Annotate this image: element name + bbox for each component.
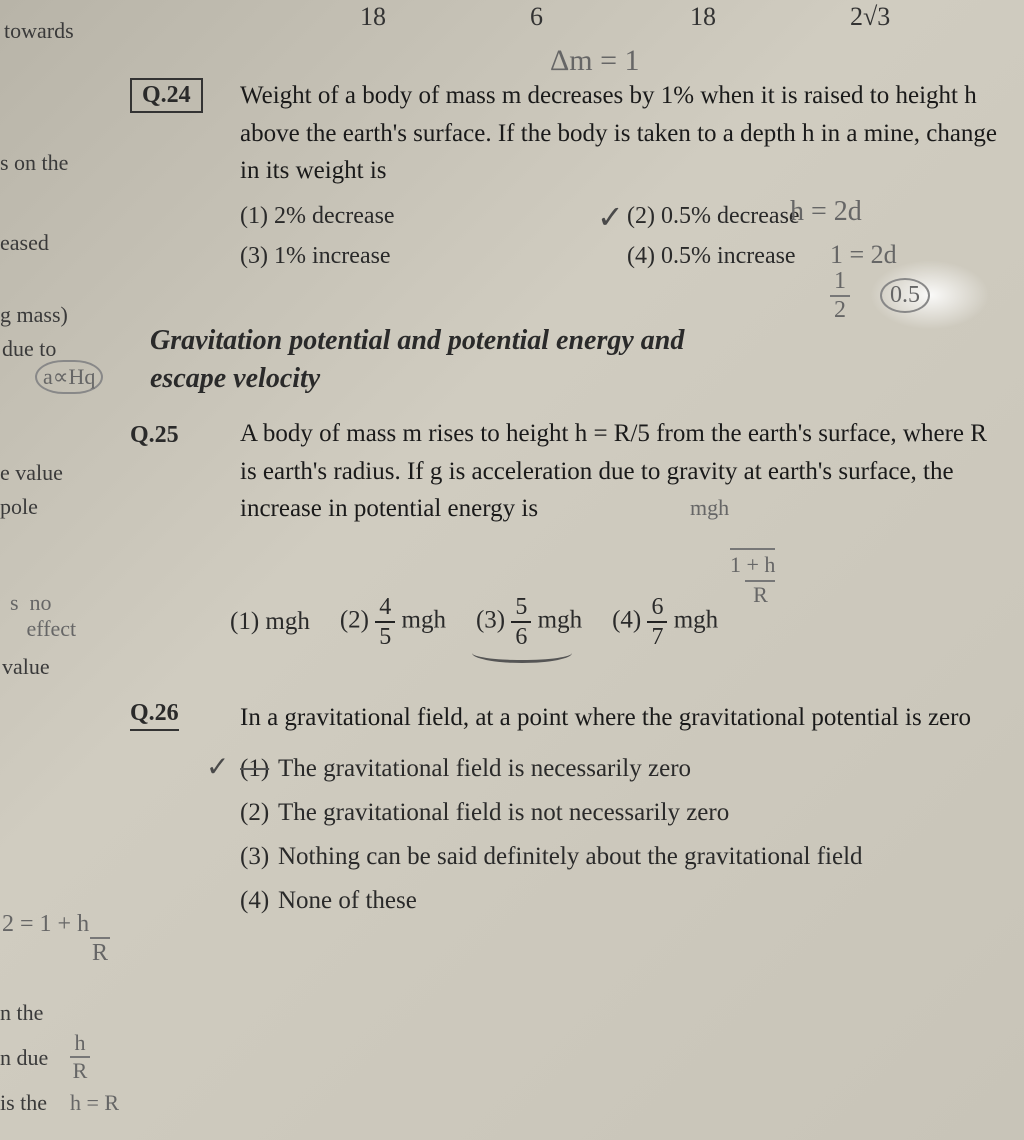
opt3-num: (3) <box>240 837 269 877</box>
opt2-suffix: mgh <box>402 607 446 634</box>
option-2-text: (2) 0.5% decrease <box>627 203 800 229</box>
question-26-options: ✓ (1) The gravitational field is necessa… <box>240 749 1004 921</box>
half-den: 2 <box>830 297 850 324</box>
top-value: 6 <box>530 2 543 32</box>
margin-text: is the <box>0 1090 47 1116</box>
option-4: (4) 6 7 mgh <box>612 595 718 649</box>
circled-axhq: a∝Hq <box>35 360 103 394</box>
question-number: Q.25 <box>130 422 179 449</box>
check-icon: ✓ <box>597 190 624 244</box>
handwriting-delta-m: Δm = 1 <box>550 44 640 78</box>
option-3: (3) Nothing can be said definitely about… <box>240 837 1004 877</box>
opt3-num: 5 <box>511 595 531 623</box>
underline-mark <box>472 653 572 663</box>
handwriting-half: 1 2 <box>830 268 850 324</box>
question-text: Weight of a body of mass m decreases by … <box>240 77 1014 190</box>
margin-text: e value <box>0 460 63 486</box>
two-eq-den: R <box>90 937 110 968</box>
option-1: (1) mgh <box>230 608 310 636</box>
margin-text: towards <box>4 18 74 44</box>
question-text: In a gravitational field, at a point whe… <box>240 699 1004 737</box>
handwriting-mgh: mgh <box>690 495 729 521</box>
top-value: 18 <box>360 2 386 32</box>
handwriting-eq1: 1 = 2d <box>830 240 897 270</box>
handwriting-two-eq: 2 = 1 + h R <box>2 910 110 968</box>
opt2-den: 5 <box>375 623 395 649</box>
option-2: (2) The gravitational field is not neces… <box>240 793 1004 833</box>
opt4-fraction: 6 7 <box>647 595 667 649</box>
question-26: Q.26 In a gravitational field, at a poin… <box>130 700 1004 925</box>
opt2-prefix: (2) <box>340 607 369 634</box>
opt2-num: (2) <box>240 793 269 833</box>
opt1-text: The gravitational field is necessarily z… <box>278 755 691 782</box>
handwriting-no-effect: s no effect <box>10 590 76 643</box>
opt2-fraction: 4 5 <box>375 595 395 649</box>
option-4: (4) 0.5% increase <box>627 236 1014 277</box>
margin-text: due to <box>2 336 56 362</box>
opt4-num: 6 <box>647 595 667 623</box>
section-title-line2: escape velocity <box>150 360 1014 398</box>
option-3: (3) 1% increase <box>240 236 627 277</box>
opt3-fraction: 5 6 <box>511 595 531 649</box>
opt4-suffix: mgh <box>674 607 718 634</box>
handwriting-h-equals: h = 2d <box>790 196 862 228</box>
opt3-text: Nothing can be said definitely about the… <box>278 843 863 870</box>
option-1: (1) 2% decrease <box>240 196 627 237</box>
half-num: 1 <box>830 268 850 297</box>
margin-text: eased <box>0 230 49 256</box>
check-icon: ✓ <box>206 745 229 790</box>
margin-text: n the <box>0 1000 43 1026</box>
margin-text: g mass) <box>0 302 68 328</box>
question-number: Q.26 <box>130 700 179 731</box>
section-title: Gravitation potential and potential ener… <box>150 322 1014 398</box>
opt4-text: None of these <box>278 887 417 914</box>
question-25-options: (1) mgh (2) 4 5 mgh (3) 5 6 mgh (4) <box>230 595 1014 649</box>
left-margin: towards s on the eased g mass) due to e … <box>0 0 120 1140</box>
page: towards s on the eased g mass) due to e … <box>0 0 1024 1140</box>
hr-num: h <box>70 1030 90 1058</box>
top-value: 2√3 <box>850 2 890 32</box>
option-1: ✓ (1) The gravitational field is necessa… <box>240 749 1004 789</box>
opt3-prefix: (3) <box>476 607 505 634</box>
top-value: 18 <box>690 2 716 32</box>
oneplush-text: 1 + h <box>730 548 775 578</box>
circled-value: 0.5 <box>880 278 930 313</box>
question-number-box: Q.24 <box>130 78 203 113</box>
handwriting-axhq: a∝Hq <box>35 360 103 394</box>
question-25: Q.25 A body of mass m rises to height h … <box>130 422 1014 528</box>
margin-text: n due <box>0 1045 48 1071</box>
section-title-line1: Gravitation potential and potential ener… <box>150 322 1014 360</box>
opt4-prefix: (4) <box>612 607 641 634</box>
opt2-text: The gravitational field is not necessari… <box>278 799 729 826</box>
question-24-options: (1) 2% decrease ✓ (2) 0.5% decrease (3) … <box>240 196 1014 278</box>
opt4-den: 7 <box>647 623 667 649</box>
opt4-num: (4) <box>240 881 269 921</box>
option-4: (4) None of these <box>240 881 1004 921</box>
option-2: (2) 4 5 mgh <box>340 595 446 649</box>
opt2-num: 4 <box>375 595 395 623</box>
question-text: A body of mass m rises to height h = R/5… <box>240 415 1014 528</box>
hr-den: R <box>70 1058 90 1084</box>
margin-text: s on the <box>0 150 68 176</box>
opt3-den: 6 <box>511 623 531 649</box>
opt1-num: (1) <box>240 749 269 789</box>
opt3-suffix: mgh <box>538 607 582 634</box>
handwriting-point-five: 0.5 <box>880 278 930 313</box>
two-eq-text: 2 = 1 + h <box>2 911 89 937</box>
margin-text: value <box>2 654 50 680</box>
option-3: (3) 5 6 mgh <box>476 595 582 649</box>
margin-text: pole <box>0 494 38 520</box>
handwriting-h-eq-r: h = R <box>70 1090 119 1116</box>
handwriting-h-over-r: h R <box>70 1030 90 1084</box>
